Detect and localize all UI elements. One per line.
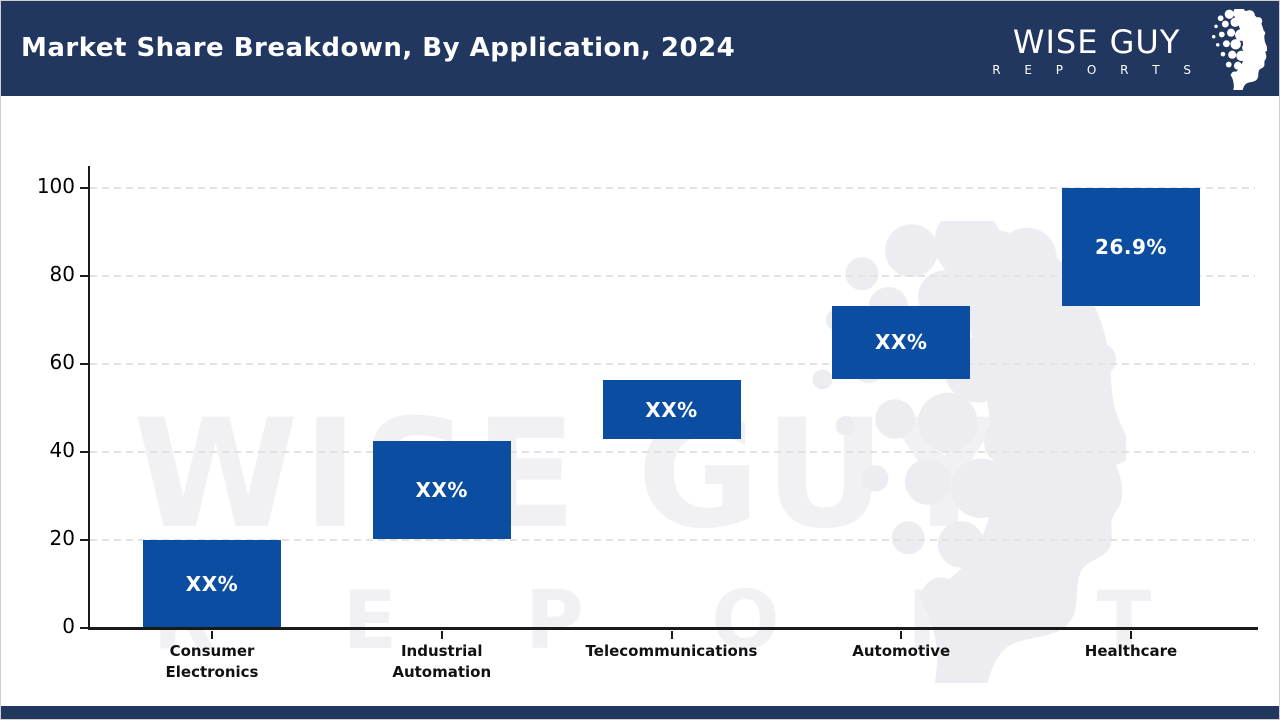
bar-value-label: XX% [645,397,698,422]
y-tick-mark [80,451,89,453]
footer-strip [1,706,1279,719]
wiseguy-logo: WISE GUY R E P O R T S [992,7,1267,91]
x-tick-mark [900,631,903,639]
x-category-label: Telecommunications [585,642,758,660]
bar-value-label: XX% [185,572,239,596]
x-category-label: Healthcare [1084,642,1178,660]
y-tick-mark [80,187,89,189]
bar-1: XX% [143,540,281,628]
x-tick-mark [211,631,213,639]
x-tick-mark [440,631,443,639]
y-tick-mark [80,539,89,541]
y-tick-label: 100 [36,174,75,198]
bar-5: 26.9% [1062,188,1200,306]
header: Market Share Breakdown, By Application, … [1,1,1279,96]
x-category-label: Automotive [852,642,951,660]
y-tick-mark [80,363,89,365]
y-tick-label: 0 [62,614,75,638]
bar-3: XX% [602,379,741,440]
x-tick-mark [670,631,673,639]
y-tick-label: 40 [49,438,75,462]
bar-value-label: XX% [875,330,928,355]
y-tick-label: 60 [49,350,75,374]
x-category-label: Industrial Automation [392,642,492,681]
gridline [90,451,1255,453]
gridline [90,539,1255,541]
bar-value-label: 26.9% [1095,234,1167,259]
page-title: Market Share Breakdown, By Application, … [21,33,736,63]
gridline [90,187,1255,189]
logo-text: WISE GUY R E P O R T S [992,23,1201,77]
x-axis-line [88,627,1258,630]
logo-head-icon [1209,9,1267,90]
x-category-label: Consumer Electronics [165,642,259,681]
y-tick-mark [80,627,89,629]
gridline [90,363,1255,365]
y-axis-line [88,166,90,630]
x-tick-mark [1130,631,1132,639]
y-tick-mark [80,275,89,277]
bar-4: XX% [832,305,971,379]
y-tick-label: 80 [49,262,75,286]
y-tick-label: 20 [49,526,75,550]
gridline [90,275,1255,277]
logo-wordmark: WISE GUY [1012,23,1181,61]
bar-value-label: XX% [415,477,468,502]
logo-subtitle: R E P O R T S [992,63,1201,77]
bar-2: XX% [372,440,511,539]
